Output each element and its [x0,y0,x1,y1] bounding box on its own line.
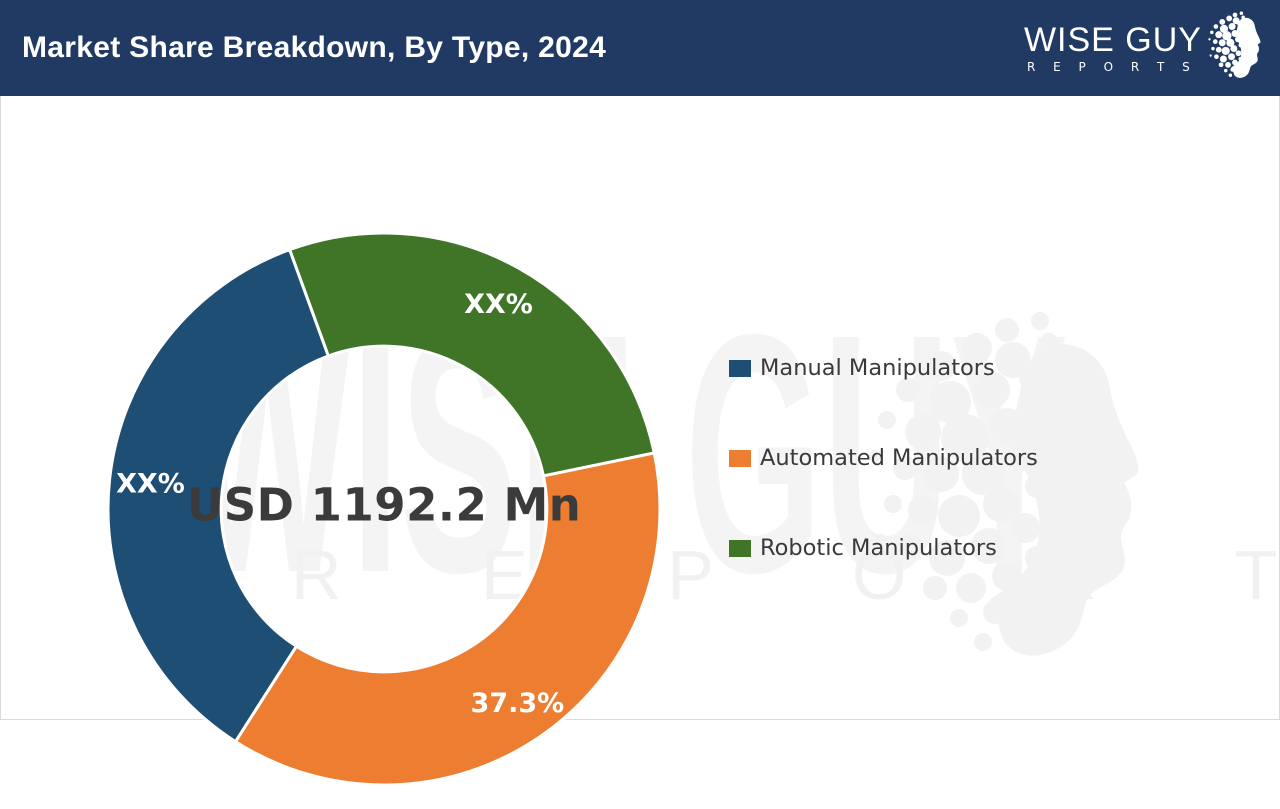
chart-canvas: WISE GUY R E P O R T S XX%37.3%XX% USD 1… [0,96,1280,787]
logo-subtitle: R E P O R T S [1026,60,1197,74]
chart-legend: Manual Manipulators Automated Manipulator… [729,354,1038,624]
legend-swatch [729,449,751,467]
face-profile-icon [1208,11,1261,78]
donut-slice [106,248,330,744]
legend-swatch [729,539,751,557]
donut-slice [288,231,656,478]
legend-label: Automated Manipulators [760,445,1038,471]
header-bar: Market Share Breakdown, By Type, 2024 WI… [0,0,1280,96]
legend-swatch [729,359,751,377]
donut-center-value: USD 1192.2 Mn [186,478,582,532]
legend-item: Robotic Manipulators [729,534,1038,562]
legend-item: Manual Manipulators [729,354,1038,382]
slice-percentage-label: 37.3% [471,688,565,719]
slice-percentage-label: XX% [116,469,185,500]
page-title: Market Share Breakdown, By Type, 2024 [22,31,607,64]
slice-percentage-label: XX% [464,289,533,320]
legend-label: Robotic Manipulators [760,535,997,561]
wise-guy-reports-logo: WISE GUY R E P O R T S [1024,4,1264,92]
legend-label: Manual Manipulators [760,355,995,381]
logo-wordmark: WISE GUY [1023,21,1202,59]
legend-item: Automated Manipulators [729,444,1038,472]
